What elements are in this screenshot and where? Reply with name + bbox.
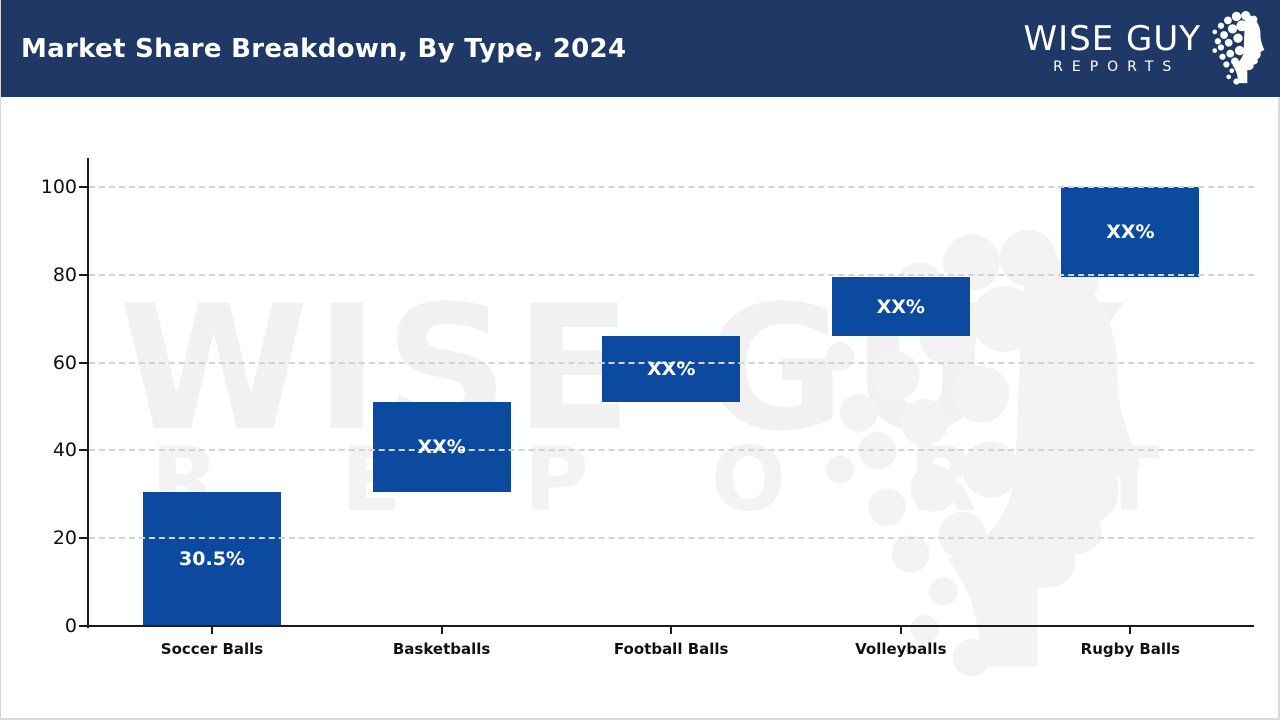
- x-axis-category-label: Volleyballs: [855, 640, 947, 658]
- bar-volleyballs: [831, 276, 970, 337]
- y-axis-tick-label: 80: [52, 263, 77, 286]
- x-axis-category-label: Football Balls: [613, 640, 729, 658]
- bar-value-label: XX%: [647, 358, 696, 381]
- x-axis-category-label: Rugby Balls: [1080, 640, 1181, 658]
- y-axis-line: [87, 158, 89, 628]
- y-axis-tick-label: 40: [52, 439, 77, 462]
- y-axis-tick-label: 20: [52, 527, 77, 550]
- bar-value-label: XX%: [1106, 220, 1155, 243]
- y-axis-tick-label: 0: [64, 615, 77, 637]
- watermark-head-icon: [825, 229, 1141, 677]
- y-tick-mark: [79, 537, 87, 540]
- y-tick-mark: [79, 186, 87, 188]
- bar-rugby-balls: [1061, 187, 1200, 277]
- y-axis-tick-label: 100: [40, 176, 77, 198]
- x-tick-mark: [440, 627, 443, 634]
- y-tick-mark: [79, 625, 87, 627]
- y-axis-tick-label: 60: [52, 351, 77, 374]
- bar-soccer-balls: [143, 492, 281, 626]
- y-tick-mark: [79, 273, 87, 276]
- brand-logo: WISE GUY REPORTS: [1023, 9, 1280, 89]
- bar-basketballs: [372, 402, 511, 493]
- x-tick-mark: [211, 627, 213, 634]
- bar-value-label: XX%: [417, 436, 466, 459]
- brand-logo-text: WISE GUY REPORTS: [1023, 18, 1201, 76]
- brand-subname: REPORTS: [1053, 59, 1181, 76]
- y-tick-mark: [79, 449, 87, 452]
- brand-name: WISE GUY: [1023, 18, 1201, 59]
- bar-value-label: XX%: [876, 295, 925, 318]
- gridline-80: [89, 273, 1254, 276]
- gridline-100: [89, 186, 1254, 188]
- x-tick-mark: [670, 627, 673, 634]
- x-axis-category-label: Soccer Balls: [160, 640, 264, 658]
- page-title: Market Share Breakdown, By Type, 2024: [21, 33, 627, 64]
- y-tick-mark: [79, 361, 87, 364]
- x-tick-mark: [899, 627, 902, 634]
- bar-value-label: 30.5%: [179, 548, 245, 571]
- x-axis-line: [87, 625, 1254, 627]
- header-bar: Market Share Breakdown, By Type, 2024 WI…: [1, 0, 1280, 97]
- x-tick-mark: [1129, 627, 1132, 634]
- gridline-40: [89, 449, 1254, 452]
- brand-head-icon: [1212, 10, 1265, 85]
- x-axis-category-label: Basketballs: [392, 640, 491, 658]
- bar-football-balls: [602, 336, 741, 403]
- gridline-20: [89, 537, 1254, 540]
- gridline-60: [89, 361, 1254, 364]
